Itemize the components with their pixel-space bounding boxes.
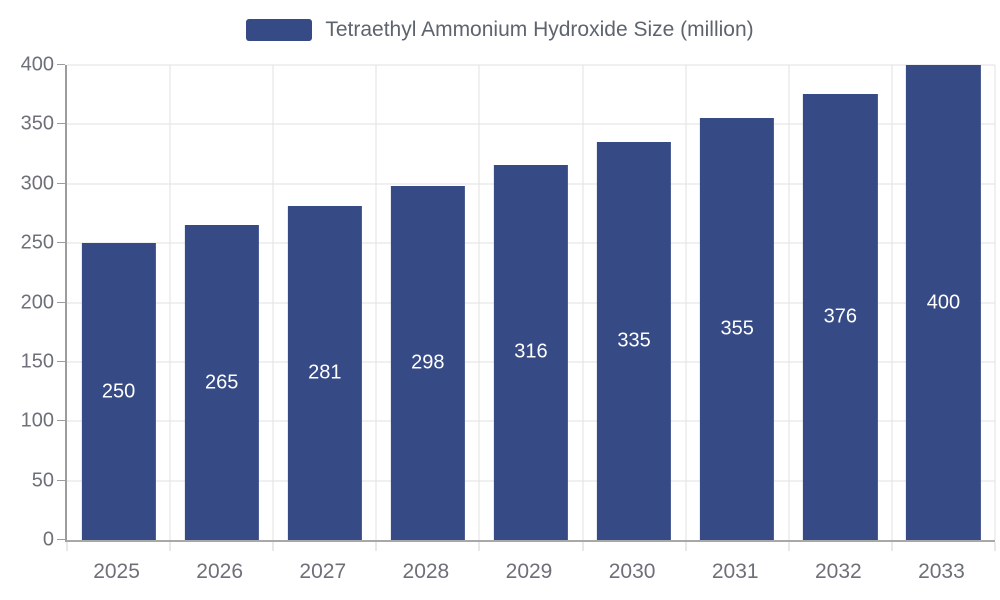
y-axis-tick-label: 300 — [20, 172, 54, 195]
bar-value-label: 335 — [617, 329, 651, 352]
x-axis-category-label: 2026 — [196, 560, 244, 583]
y-axis-tick-label: 0 — [42, 528, 54, 551]
bar-value-label: 250 — [101, 380, 136, 403]
x-axis-category-label: 2029 — [505, 560, 553, 583]
y-axis-tick — [57, 539, 65, 540]
x-axis-tick — [685, 542, 687, 551]
x-axis-tick — [478, 542, 480, 551]
x-axis-category-label: 2028 — [402, 560, 450, 583]
bar-2027: 281 — [287, 206, 362, 540]
legend-swatch[interactable] — [246, 19, 313, 41]
y-axis-tick — [57, 64, 65, 65]
grid-line-vertical — [169, 65, 171, 540]
bar-2032: 376 — [803, 93, 878, 540]
grid-line-vertical — [891, 65, 893, 540]
x-axis-category-label: 2027 — [299, 560, 347, 583]
bar-value-label: 281 — [308, 361, 342, 384]
bar-2031: 355 — [700, 118, 775, 540]
bar-value-label: 376 — [823, 305, 858, 328]
x-axis-category-label: 2030 — [608, 560, 656, 583]
y-axis-labels: 0 50 100 150 200 250 300 350 400 — [0, 54, 54, 551]
bar-value-label: 355 — [720, 317, 754, 340]
x-axis-tick — [375, 542, 377, 551]
bar-2030: 335 — [596, 142, 672, 540]
y-axis-tick-label: 100 — [20, 409, 54, 432]
grid-line-vertical — [375, 65, 377, 540]
x-axis-category-label: 2032 — [814, 560, 862, 583]
legend: Tetraethyl Ammonium Hydroxide Size (mill… — [0, 17, 1000, 43]
y-axis-tick — [57, 479, 65, 481]
x-axis-tick — [169, 542, 171, 551]
y-axis-tick-label: 200 — [20, 291, 54, 313]
grid-line-horizontal — [67, 123, 995, 125]
x-axis-tick — [272, 542, 274, 551]
bar-value-label: 400 — [926, 291, 961, 313]
bar-value-label: 265 — [204, 371, 239, 394]
bar-2025: 250 — [81, 243, 156, 540]
y-axis-tick-label: 150 — [20, 350, 54, 373]
grid-line-horizontal — [67, 64, 995, 66]
grid-line-vertical — [994, 65, 996, 540]
y-axis-tick — [57, 242, 65, 244]
x-axis-category-label: 2031 — [711, 560, 759, 583]
legend-label[interactable]: Tetraethyl Ammonium Hydroxide Size (mill… — [325, 18, 754, 41]
y-axis-tick — [57, 182, 65, 184]
y-axis-tick-label: 350 — [20, 112, 54, 135]
y-axis-tick-label: 250 — [20, 231, 54, 254]
y-axis-tick — [57, 360, 65, 362]
x-axis-labels: 2025 2026 2027 2028 2029 2030 2031 2032 2033 — [65, 560, 993, 590]
plot-area: 250 265 281 298 316 335 355 376 400 — [57, 64, 996, 551]
y-axis-tick-label: 50 — [31, 469, 54, 492]
y-axis-tick-label: 400 — [20, 53, 54, 76]
y-axis-tick — [57, 420, 65, 422]
grid-line-vertical — [478, 65, 480, 540]
y-axis-tick — [57, 123, 65, 125]
x-axis-tick — [891, 542, 893, 551]
bar-2033: 400 — [906, 65, 981, 540]
grid-line-vertical — [272, 65, 274, 540]
x-axis-category-label: 2025 — [93, 560, 140, 583]
grid-line-vertical — [685, 65, 687, 540]
bar-2026: 265 — [184, 225, 259, 540]
bar-value-label: 316 — [514, 340, 548, 363]
x-axis-tick — [994, 542, 996, 551]
y-axis-tick — [57, 301, 65, 303]
x-axis-category-label: 2033 — [918, 560, 965, 583]
x-axis-tick — [582, 542, 584, 551]
x-axis-tick — [66, 542, 68, 551]
x-axis-tick — [788, 542, 790, 551]
grid-line-vertical — [582, 65, 584, 540]
bar-value-label: 298 — [411, 351, 445, 374]
bar-2028: 298 — [390, 186, 465, 540]
grid-line-vertical — [788, 65, 790, 540]
bar-2029: 316 — [493, 164, 569, 540]
